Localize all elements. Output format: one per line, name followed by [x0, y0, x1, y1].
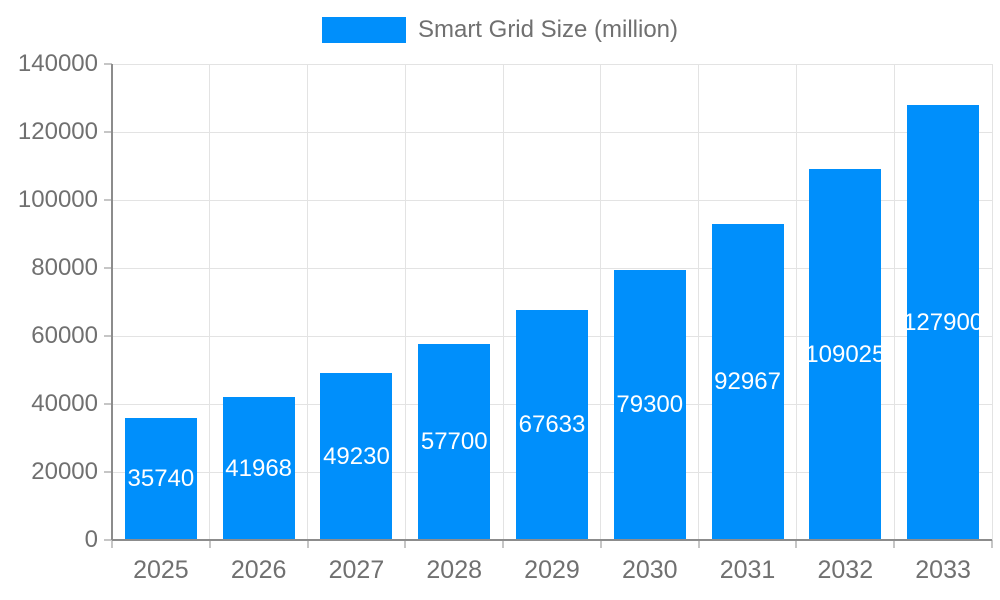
- y-axis-line: [111, 64, 113, 540]
- y-axis-label: 80000: [31, 254, 98, 281]
- bar-value-label: 67633: [518, 411, 586, 438]
- y-axis-label: 140000: [17, 50, 98, 77]
- x-tick: [991, 540, 993, 548]
- y-tick: [104, 199, 112, 201]
- x-tick: [208, 540, 211, 548]
- horizontal-gridline: [112, 267, 992, 269]
- vertical-gridline: [893, 64, 895, 540]
- bar[interactable]: 109025: [809, 169, 882, 540]
- x-tick: [599, 540, 602, 548]
- y-tick: [104, 539, 112, 541]
- y-axis-label: 40000: [31, 390, 98, 417]
- y-axis-label: 20000: [31, 458, 98, 485]
- y-axis-label: 100000: [17, 186, 98, 213]
- bar[interactable]: 57700: [418, 344, 491, 540]
- x-tick: [893, 540, 896, 548]
- x-axis-label: 2027: [328, 556, 385, 584]
- bar-value-label: 57700: [420, 428, 488, 455]
- x-tick: [404, 540, 407, 548]
- y-axis-label: 0: [84, 526, 98, 553]
- bar[interactable]: 41968: [222, 397, 295, 540]
- x-axis-label: 2026: [230, 556, 287, 584]
- bar[interactable]: 67633: [516, 310, 588, 540]
- x-axis-label: 2032: [817, 556, 874, 584]
- y-tick: [104, 131, 112, 133]
- x-axis-line: [112, 539, 992, 541]
- horizontal-gridline: [112, 199, 992, 201]
- bar-value-label: 49230: [323, 442, 390, 470]
- vertical-gridline: [307, 64, 309, 540]
- bar-value-label: 109025: [809, 340, 882, 368]
- horizontal-gridline: [112, 131, 992, 133]
- x-axis-label: 2030: [621, 556, 678, 584]
- vertical-gridline: [698, 64, 700, 540]
- y-tick: [104, 403, 112, 405]
- x-tick: [502, 540, 505, 548]
- y-axis-label: 120000: [17, 118, 98, 145]
- legend-label: Smart Grid Size (million): [417, 16, 679, 43]
- bar-value-label: 92967: [714, 368, 781, 395]
- bar-value-label: 35740: [127, 465, 195, 492]
- bar[interactable]: 127900: [907, 105, 980, 540]
- y-tick: [104, 335, 112, 337]
- bar[interactable]: 79300: [613, 270, 686, 540]
- vertical-gridline: [404, 64, 406, 540]
- x-axis-label: 2029: [524, 556, 580, 584]
- bar[interactable]: 92967: [711, 224, 784, 540]
- x-tick: [697, 540, 700, 548]
- y-tick: [104, 267, 112, 269]
- x-tick: [795, 540, 798, 548]
- x-axis-label: 2028: [426, 556, 483, 584]
- x-tick: [111, 540, 113, 548]
- vertical-gridline: [600, 64, 602, 540]
- legend-swatch: [321, 17, 406, 43]
- bar-value-label: 41968: [225, 454, 293, 482]
- vertical-gridline: [209, 64, 211, 540]
- vertical-gridline: [991, 64, 993, 540]
- x-axis-label: 2033: [915, 556, 971, 584]
- bar-value-label: 79300: [616, 391, 684, 418]
- y-tick: [104, 63, 112, 65]
- x-tick: [306, 540, 309, 548]
- y-tick: [104, 471, 112, 473]
- bar[interactable]: 49230: [320, 373, 393, 540]
- vertical-gridline: [795, 64, 797, 540]
- y-axis-label: 60000: [31, 322, 98, 349]
- vertical-gridline: [502, 64, 504, 540]
- horizontal-gridline: [112, 63, 992, 65]
- x-axis-label: 2025: [133, 556, 189, 584]
- legend[interactable]: Smart Grid Size (million): [0, 16, 1000, 44]
- x-axis-label: 2031: [719, 556, 776, 584]
- bar[interactable]: 35740: [124, 418, 197, 540]
- bar-value-label: 127900: [907, 308, 980, 336]
